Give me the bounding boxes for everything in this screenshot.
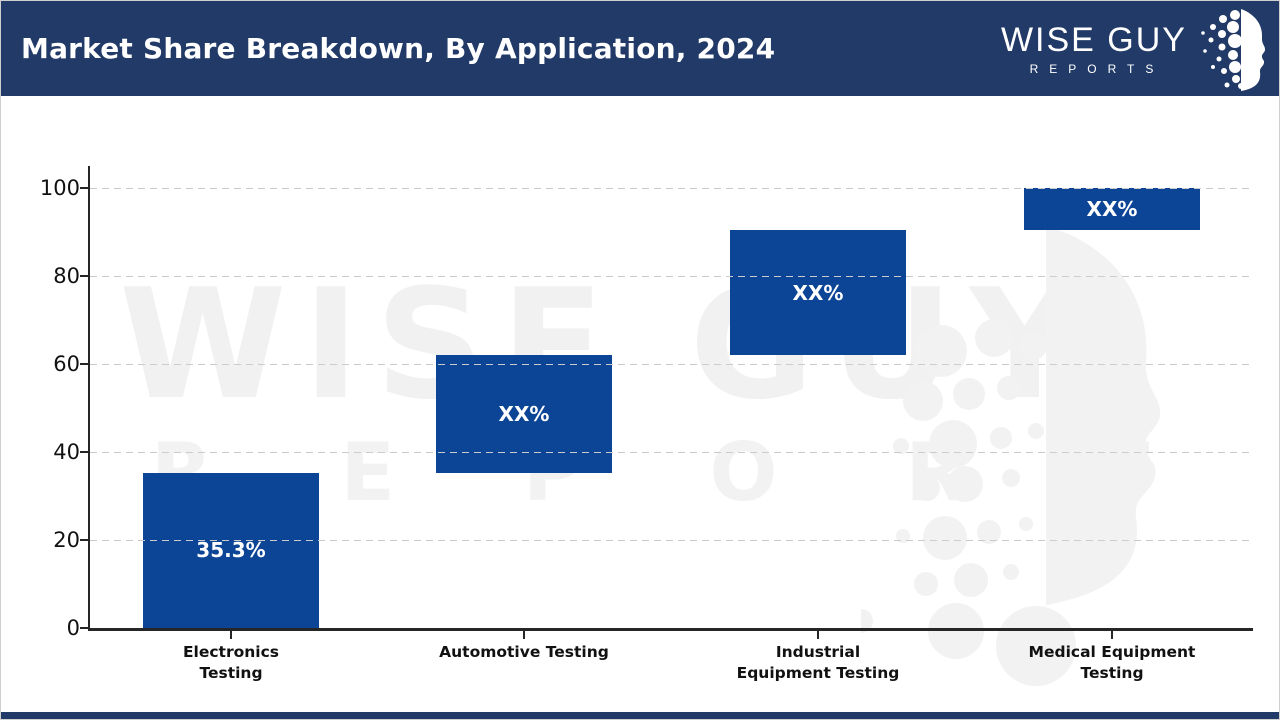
y-axis-tick-label: 60 <box>53 352 80 376</box>
y-axis-tick-label: 0 <box>66 616 80 640</box>
y-gridline <box>90 452 1253 453</box>
x-axis-tickmark <box>523 631 525 639</box>
logo-brand-sub: REPORTS <box>1029 61 1165 76</box>
header-bar: Market Share Breakdown, By Application, … <box>1 1 1279 96</box>
wiseguy-logo: WISE GUY REPORTS <box>1001 7 1267 91</box>
y-gridline <box>90 188 1253 189</box>
y-axis-spine <box>88 166 90 631</box>
bar-value-label-electronics-testing: 35.3% <box>196 538 266 563</box>
bar-electronics-testing <box>143 472 319 628</box>
bar-value-label-automotive-testing: XX% <box>498 401 550 426</box>
x-axis-tickmark <box>817 631 819 639</box>
bar-value-label-medical-equipment-testing: XX% <box>1086 196 1138 221</box>
y-axis-tickmark <box>80 539 88 541</box>
x-axis-tick-label-electronics-testing: Electronics Testing <box>182 643 280 682</box>
y-axis-tick-label: 40 <box>53 440 80 464</box>
y-gridline <box>90 540 1253 541</box>
y-axis-tick-label: 100 <box>39 176 80 200</box>
y-axis-tickmark <box>80 187 88 189</box>
bar-medical-equipment-testing <box>1024 188 1200 230</box>
x-axis-spine <box>88 628 1253 631</box>
x-axis-tickmark <box>230 631 232 639</box>
x-axis-tickmark <box>1111 631 1113 639</box>
watermark-head-icon <box>861 226 1161 686</box>
logo-brand-name: WISE GUY <box>1000 20 1187 59</box>
y-axis-tickmark <box>80 627 88 629</box>
chart-title: Market Share Breakdown, By Application, … <box>21 32 776 65</box>
x-axis-tick-label-medical-equipment-testing: Medical Equipment Testing <box>1028 643 1196 682</box>
bar-value-label-industrial-equipment-testing: XX% <box>792 280 844 305</box>
wiseguy-head-icon <box>1201 8 1266 91</box>
y-axis-tick-label: 20 <box>53 528 80 552</box>
y-gridline <box>90 276 1253 277</box>
y-axis-tickmark <box>80 363 88 365</box>
y-axis-tickmark <box>80 451 88 453</box>
y-gridline <box>90 364 1253 365</box>
y-axis-tickmark <box>80 275 88 277</box>
footer-accent-bar <box>1 712 1279 719</box>
x-axis-tick-label-industrial-equipment-testing: Industrial Equipment Testing <box>736 643 900 682</box>
bar-industrial-equipment-testing <box>730 229 906 356</box>
x-axis-tick-label-automotive-testing: Automotive Testing <box>439 643 609 661</box>
wiseguy-logo-text: WISE GUY REPORTS <box>1001 23 1187 75</box>
bar-automotive-testing <box>436 355 612 473</box>
y-axis-tick-label: 80 <box>53 264 80 288</box>
